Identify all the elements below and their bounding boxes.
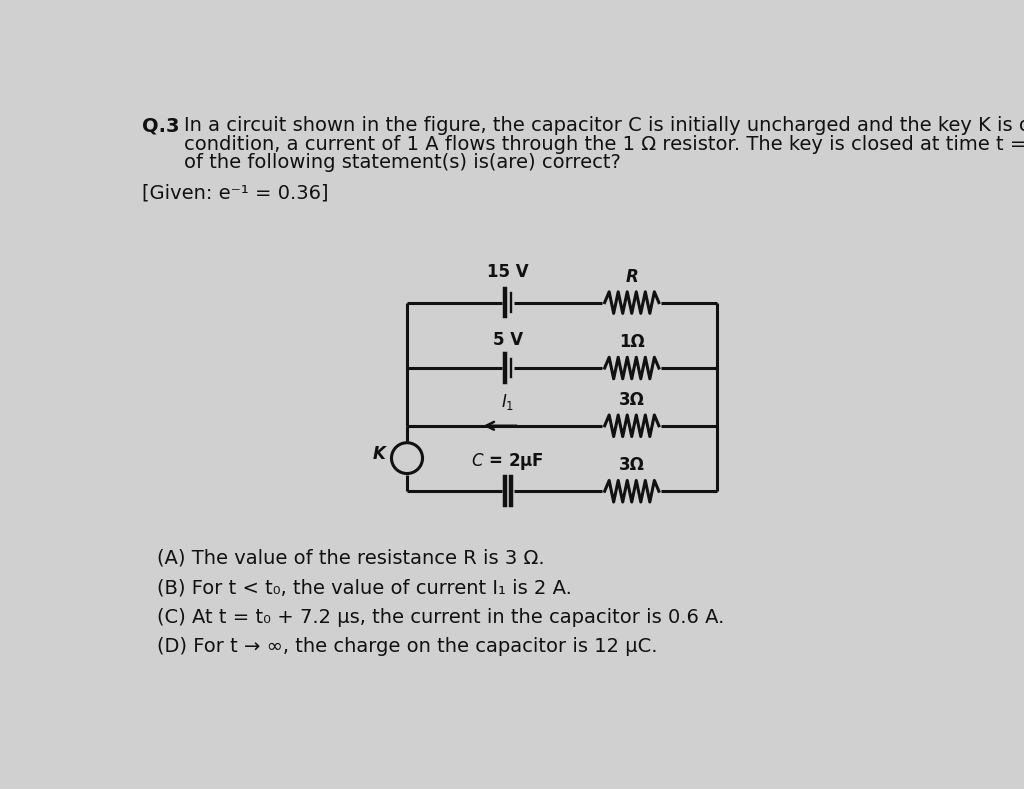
- Text: [Given: e⁻¹ = 0.36]: [Given: e⁻¹ = 0.36]: [142, 183, 329, 202]
- Text: 3Ω: 3Ω: [618, 456, 645, 474]
- Text: R: R: [626, 267, 638, 286]
- Text: In a circuit shown in the figure, the capacitor C is initially uncharged and the: In a circuit shown in the figure, the ca…: [183, 116, 1024, 135]
- Text: 3Ω: 3Ω: [618, 391, 645, 409]
- Text: (D) For t → ∞, the charge on the capacitor is 12 μC.: (D) For t → ∞, the charge on the capacit…: [158, 637, 658, 656]
- Text: of the following statement(s) is(are) correct?: of the following statement(s) is(are) co…: [183, 153, 621, 172]
- Text: condition, a current of 1 A flows through the 1 Ω resistor. The key is closed at: condition, a current of 1 A flows throug…: [183, 135, 1024, 154]
- Text: (B) For t < t₀, the value of current I₁ is 2 A.: (B) For t < t₀, the value of current I₁ …: [158, 578, 572, 597]
- Text: $\mathit{I}_1$: $\mathit{I}_1$: [501, 392, 514, 412]
- Text: 15 V: 15 V: [487, 263, 528, 281]
- Text: 5 V: 5 V: [493, 331, 523, 349]
- Text: K: K: [373, 445, 385, 463]
- Text: Q.3: Q.3: [142, 116, 179, 135]
- Text: 1Ω: 1Ω: [618, 333, 645, 351]
- Text: $\mathit{C}$ = 2μF: $\mathit{C}$ = 2μF: [471, 451, 544, 472]
- Text: (C) At t = t₀ + 7.2 μs, the current in the capacitor is 0.6 A.: (C) At t = t₀ + 7.2 μs, the current in t…: [158, 608, 725, 626]
- Text: (A) The value of the resistance R is 3 Ω.: (A) The value of the resistance R is 3 Ω…: [158, 549, 545, 568]
